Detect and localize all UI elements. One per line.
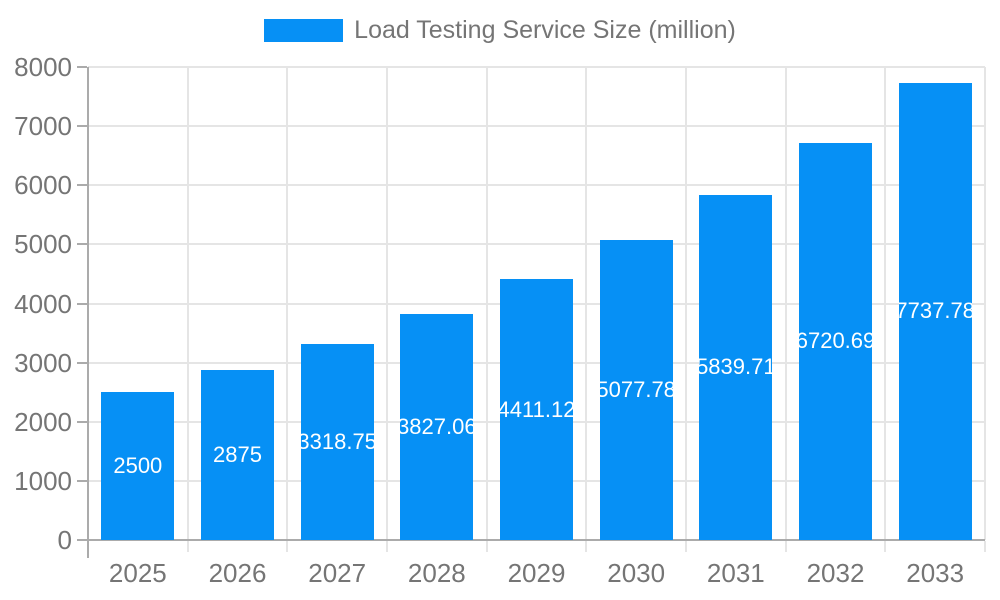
gridline-vertical [186, 67, 189, 540]
x-axis-label: 2027 [308, 558, 367, 588]
gridline-horizontal [88, 66, 985, 68]
y-axis-label: 3000 [14, 347, 72, 378]
y-axis-label: 7000 [14, 111, 72, 142]
gridline-horizontal [88, 243, 985, 246]
x-axis-tick [784, 541, 787, 552]
x-axis-tick [884, 541, 887, 552]
y-axis-label: 8000 [14, 52, 72, 82]
gridline-vertical [984, 67, 986, 540]
y-axis-label: 0 [57, 525, 72, 555]
y-axis-label: 5000 [14, 229, 72, 260]
bar-value-label: 6720.69 [799, 328, 872, 354]
x-axis-label: 2030 [607, 558, 666, 588]
y-axis-tick [77, 125, 87, 128]
x-axis-label: 2032 [806, 558, 865, 588]
x-axis-label: 2033 [906, 558, 965, 588]
bar-value-label: 3827.06 [400, 413, 474, 439]
bar-2025: 2500 [101, 392, 175, 540]
gridline-horizontal [88, 125, 985, 128]
y-axis-tick [77, 302, 87, 305]
gridline-vertical [784, 67, 787, 540]
x-axis-label: 2031 [706, 558, 765, 588]
y-axis-tick [77, 420, 87, 423]
y-axis-line [87, 67, 89, 558]
y-axis-tick [77, 184, 87, 187]
bar-value-label: 7737.78 [898, 298, 972, 324]
x-axis-label: 2029 [507, 558, 566, 588]
legend-swatch [264, 19, 344, 42]
y-axis-label: 6000 [14, 170, 72, 201]
bar-2030: 5077.78 [599, 239, 673, 540]
bar-2029: 4411.12 [500, 279, 573, 540]
gridline-vertical [286, 67, 289, 540]
x-axis-tick [984, 541, 986, 552]
bar-2027: 3318.75 [300, 343, 374, 540]
x-axis-line [88, 539, 985, 541]
gridline-vertical [585, 67, 588, 540]
plot-area: 2500 2875 3318.75 3827.06 4411.12 5077.78 5839… [77, 66, 986, 558]
gridline-vertical [685, 67, 687, 540]
y-axis-tick [77, 539, 87, 541]
bar-value-label: 3318.75 [300, 428, 374, 454]
bar-value-label: 2875 [213, 442, 262, 467]
x-axis-label: 2026 [208, 558, 267, 588]
x-axis-tick [585, 541, 588, 552]
y-axis-label: 4000 [14, 288, 72, 319]
gridline-vertical [485, 67, 488, 540]
legend: Load Testing Service Size (million) [0, 16, 1000, 45]
y-axis-tick [77, 66, 87, 68]
gridline-vertical [386, 67, 388, 540]
gridline-horizontal [88, 184, 985, 187]
x-axis-tick [186, 541, 189, 552]
x-axis-tick [685, 541, 687, 552]
bar-2032: 6720.69 [799, 142, 872, 540]
y-axis-tick [77, 243, 87, 246]
x-axis-tick [286, 541, 289, 552]
bar-value-label: 5839.71 [699, 354, 773, 380]
y-axis-label: 1000 [14, 465, 72, 496]
x-axis-tick [485, 541, 488, 552]
x-axis-tick [386, 541, 388, 552]
y-axis-tick [77, 479, 87, 482]
bar-value-label: 5077.78 [599, 376, 673, 402]
x-axis-label: 2028 [407, 558, 466, 588]
bar-2026: 2875 [201, 370, 274, 540]
legend-label: Load Testing Service Size (million) [354, 16, 736, 44]
bar-2028: 3827.06 [400, 313, 474, 540]
gridline-vertical [884, 67, 887, 540]
bar-value-label: 4411.12 [500, 396, 573, 422]
bar-2033: 7737.78 [898, 82, 972, 540]
x-axis-label: 2025 [108, 558, 167, 588]
y-axis-tick [77, 361, 87, 364]
bar-value-label: 2500 [113, 453, 163, 479]
y-axis-label: 2000 [14, 406, 72, 437]
bar-2031: 5839.71 [699, 194, 773, 540]
